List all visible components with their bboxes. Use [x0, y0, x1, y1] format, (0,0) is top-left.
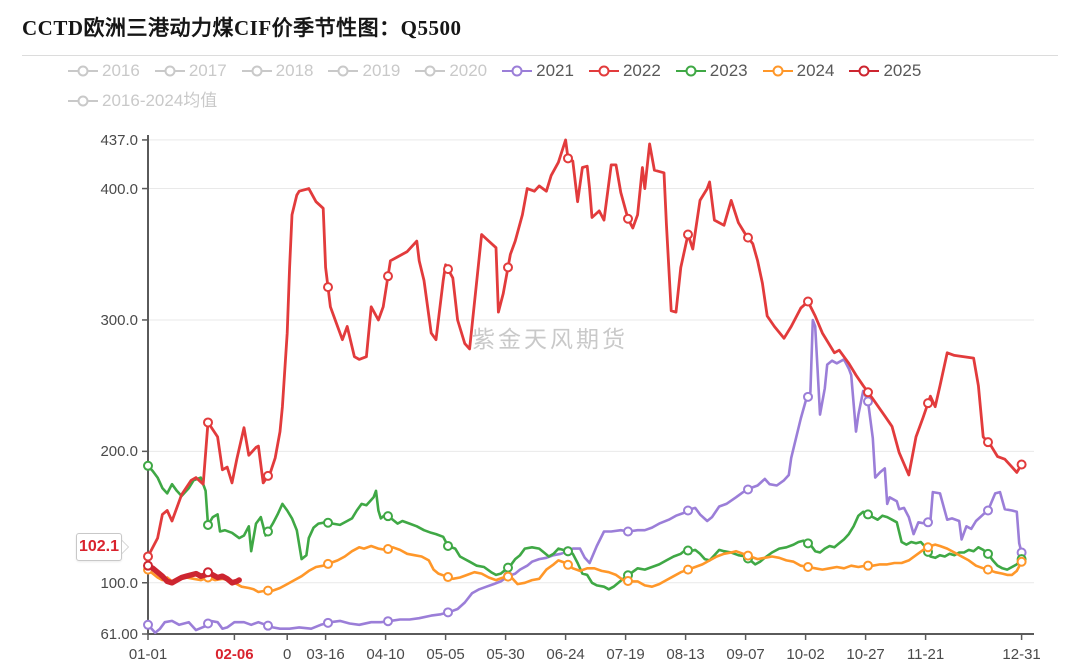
series-2025: [143, 560, 242, 586]
page-title: CCTD欧洲三港动力煤CIF价季节性图：Q5500: [22, 16, 462, 40]
legend-label: 2018: [275, 61, 314, 80]
legend-line-circle-icon: [502, 65, 533, 76]
x-axis-tick-label: 05-05: [426, 646, 465, 663]
current-value-label: 102.1: [78, 538, 120, 555]
legend-line-circle-icon: [762, 65, 793, 76]
legend-line-circle-icon: [588, 65, 619, 76]
x-axis-tick-label: 01-01: [128, 646, 168, 663]
legend-label: 2016-2024均值: [102, 91, 218, 110]
legend-item-2018[interactable]: 2018: [241, 61, 314, 80]
y-axis-tick-label: 300.0: [100, 311, 138, 329]
legend-item-2019[interactable]: 2019: [328, 62, 400, 79]
legend-item-2025[interactable]: 2025: [849, 62, 921, 79]
x-axis-tick-label: 05-30: [486, 646, 525, 663]
legend-label: 2022: [622, 61, 661, 80]
legend-label: 2023: [709, 61, 748, 80]
y-axis-tick-label: 200.0: [100, 443, 138, 461]
legend-label: 2020: [449, 61, 488, 80]
legend-line-circle-icon: [154, 65, 185, 76]
legend-item-2024[interactable]: 2024: [762, 61, 835, 80]
series-lines: [143, 138, 1027, 635]
y-axis-tick-label: 437.0: [100, 131, 138, 149]
x-axis-tick-label: 09-07: [726, 646, 765, 663]
x-axis-tick-label: 06-24: [546, 646, 585, 663]
series-2024: [143, 542, 1027, 596]
legend-row-1: 2016 2017 2018 2019 2020 2021 2022 2023 2024 2025: [68, 62, 921, 79]
legend-item-2022[interactable]: 2022: [588, 61, 661, 80]
x-axis-tick-label: 07-19: [606, 646, 645, 663]
x-axis-tick-label: 10-27: [846, 646, 885, 663]
x-axis-tick-label: 08-13: [666, 646, 705, 663]
legend-line-circle-icon: [241, 65, 272, 76]
legend-label: 2019: [362, 61, 401, 80]
legend-item-2021[interactable]: 2021: [502, 62, 574, 79]
x-axis-current-date-label: 02-06: [215, 646, 254, 663]
x-axis-tick-label: 12-31: [1002, 646, 1041, 663]
x-axis-tick-label: 04-10: [366, 646, 405, 663]
legend-item-2020[interactable]: 2020: [415, 62, 487, 79]
legend-line-circle-icon: [328, 65, 359, 76]
legend-line-circle-icon: [68, 95, 98, 106]
y-axis-tick-label: 400.0: [100, 180, 138, 198]
legend-label: 2024: [796, 61, 835, 80]
y-axis-tick-label: 61.00: [100, 626, 138, 643]
legend-item-2016[interactable]: 2016: [68, 62, 140, 79]
legend-label: 2017: [188, 61, 227, 80]
legend-line-circle-icon: [68, 65, 98, 76]
legend-label: 2016: [102, 61, 140, 80]
legend-label: 2021: [536, 61, 574, 80]
x-axis-tick-label: 11-21: [906, 646, 945, 663]
y-axis-tick-label: 100.0: [100, 574, 138, 592]
x-axis-tick-label: 0: [283, 646, 292, 663]
title-divider: [22, 55, 1058, 56]
legend-line-circle-icon: [675, 65, 706, 76]
legend-line-circle-icon: [849, 65, 880, 76]
watermark: 紫金天风期货: [472, 326, 628, 352]
legend-label: 2025: [883, 61, 922, 80]
x-axis-tick-label: 03-16: [306, 646, 345, 663]
legend-row-2: 2016-2024均值: [68, 92, 217, 109]
legend-line-circle-icon: [415, 65, 446, 76]
series-2023: [143, 460, 1027, 591]
x-axis-tick-label: 10-02: [786, 646, 825, 663]
current-value-callout: 102.1: [76, 533, 129, 561]
series-2021: [143, 318, 1027, 635]
legend-item-2023[interactable]: 2023: [675, 61, 748, 80]
legend-item-2016-2024[interactable]: 2016-2024均值: [68, 92, 217, 109]
legend-item-2017[interactable]: 2017: [154, 61, 227, 80]
axes: [142, 135, 1034, 640]
series-2022: [143, 138, 1027, 562]
